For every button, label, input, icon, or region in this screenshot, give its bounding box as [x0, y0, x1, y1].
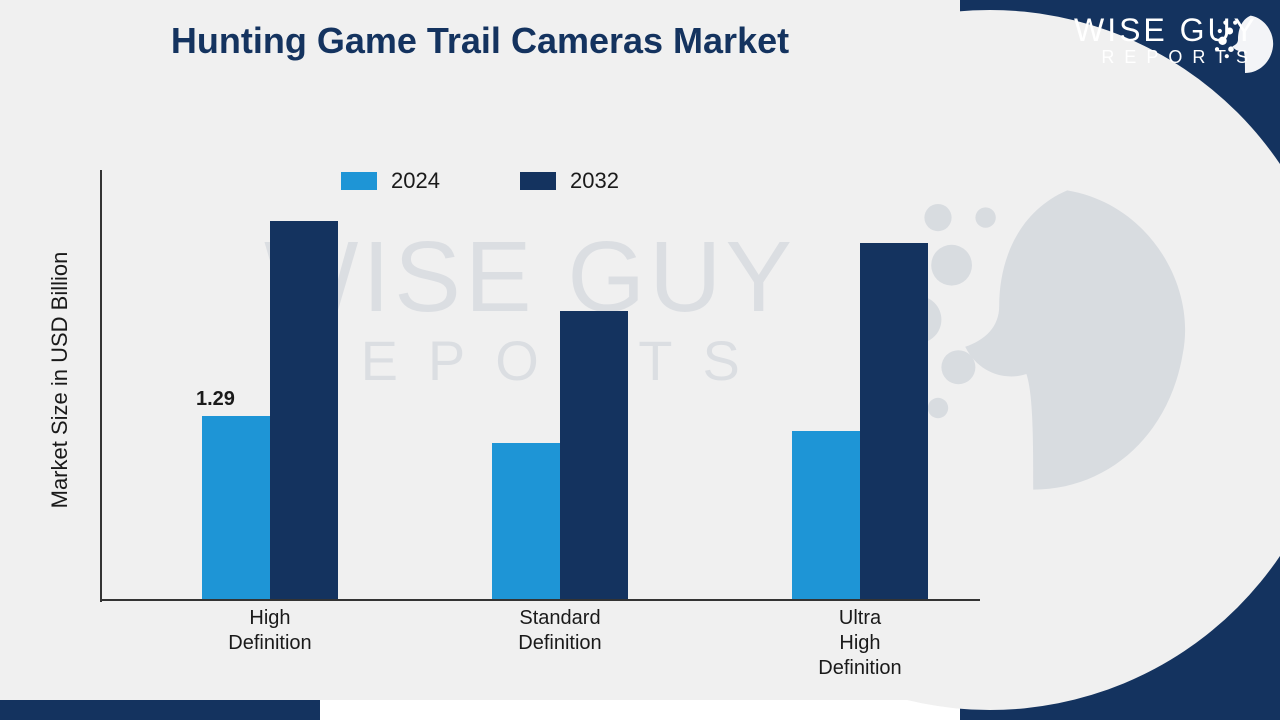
bar: [792, 431, 860, 600]
x-axis-line: [100, 599, 980, 601]
legend-item-2032: 2032: [520, 168, 619, 194]
category-label: StandardDefinition: [480, 600, 640, 656]
legend-item-2024: 2024: [341, 168, 440, 194]
legend-label-2032: 2032: [570, 168, 619, 194]
bar: 1.29: [202, 416, 270, 600]
bar-value-label: 1.29: [196, 388, 235, 411]
category-label: HighDefinition: [190, 600, 350, 656]
category-label: UltraHighDefinition: [780, 600, 940, 681]
y-axis-label: Market Size in USD Billion: [47, 252, 73, 509]
bar: [492, 443, 560, 600]
legend-swatch-2032: [520, 172, 556, 190]
legend-swatch-2024: [341, 172, 377, 190]
brand-head-icon: [1210, 10, 1280, 80]
chart-title: Hunting Game Trail Cameras Market: [0, 20, 960, 62]
bar: [560, 311, 628, 600]
bar-group: 1.29HighDefinition: [202, 221, 338, 600]
decorative-bottom-bar: [0, 700, 320, 720]
plot-area: 1.29HighDefinition StandardDefinition Ultr…: [100, 200, 980, 600]
legend-label-2024: 2024: [391, 168, 440, 194]
bar: [270, 221, 338, 600]
bar-group: StandardDefinition: [492, 311, 628, 600]
y-axis-line: [100, 170, 102, 602]
legend: 2024 2032: [0, 168, 960, 194]
bar-group: UltraHighDefinition: [792, 243, 928, 600]
bar: [860, 243, 928, 600]
